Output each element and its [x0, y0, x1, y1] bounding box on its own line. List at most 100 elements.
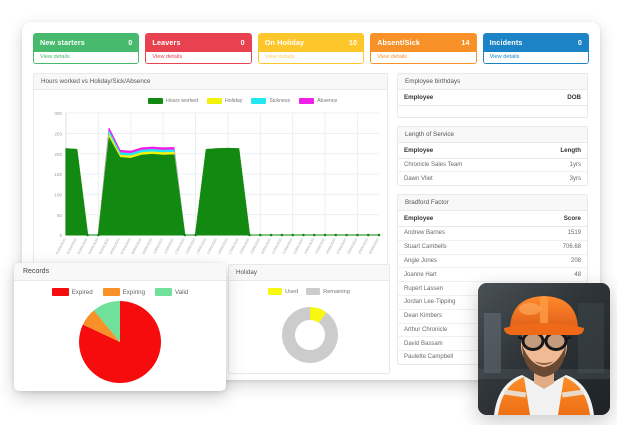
cell-employee: Andrew Barnes	[398, 226, 526, 241]
panel-title: Employee birthdays	[398, 74, 587, 90]
cell-employee: Angie Jones	[398, 254, 526, 269]
legend-label: Sickness	[269, 98, 291, 104]
kpi-count: 0	[128, 38, 133, 47]
records-pie-chart	[79, 301, 161, 383]
kpi-header: Leavers 0	[146, 34, 251, 52]
cell-score: 706.68	[525, 240, 587, 255]
kpi-header: New starters 0	[34, 34, 139, 52]
legend-item-expired[interactable]: Expired	[51, 288, 93, 296]
table-row[interactable]: Andrew Barnes 1519	[398, 226, 587, 241]
legend-item-used[interactable]: Used	[268, 288, 298, 295]
svg-text:100: 100	[54, 193, 62, 198]
left-column: Hours worked vs Holiday/Sick/Absence Hou…	[33, 73, 388, 365]
kpi-card-row: New starters 0 View details Leavers 0 Vi…	[33, 33, 590, 64]
column-header-length: Length	[527, 142, 587, 159]
kpi-card-on-holiday[interactable]: On Holiday 10 View details	[257, 33, 365, 64]
kpi-header: Incidents 0	[483, 34, 589, 52]
kpi-card-incidents[interactable]: Incidents 0 View details	[482, 33, 590, 64]
cell-employee: Chronicle Sales Team	[398, 158, 528, 173]
kpi-view-details-link[interactable]: View details	[258, 52, 364, 63]
kpi-count: 14	[461, 38, 470, 47]
svg-text:05/09/2020: 05/09/2020	[98, 238, 110, 255]
legend-item-holiday[interactable]: Holiday	[207, 98, 242, 104]
pie-slice-expiring[interactable]	[82, 310, 120, 342]
legend-item-absence[interactable]: Absence	[299, 98, 337, 104]
kpi-view-details-link[interactable]: View details	[483, 52, 589, 63]
panel-content: Hours worked Holiday Sickness	[34, 90, 387, 277]
table-row[interactable]: Chronicle Sales Team 1yrs	[398, 158, 587, 173]
legend-label: Remaining	[323, 288, 350, 295]
table-row[interactable]: Paulette Campbell	[398, 351, 587, 364]
table-row[interactable]: Angie Jones 208	[398, 254, 587, 269]
column-header-employee: Employee	[398, 211, 526, 228]
cell-score: 48	[525, 267, 587, 283]
legend-label: Holiday	[225, 98, 243, 104]
panel-hours-worked-chart: Hours worked vs Holiday/Sick/Absence Hou…	[33, 73, 388, 278]
kpi-count: 0	[577, 38, 583, 47]
kpi-count: 10	[348, 38, 358, 47]
svg-text:150: 150	[54, 172, 62, 177]
birthdays-table: Employee DOB	[398, 90, 587, 117]
panel-length-of-service: Length of Service Employee Length Chroni…	[397, 125, 588, 187]
svg-text:26/09/2020: 26/09/2020	[325, 238, 337, 255]
svg-text:27/09/2020: 27/09/2020	[336, 238, 348, 255]
svg-text:13/09/2020: 13/09/2020	[185, 238, 197, 255]
legend-item-expiring[interactable]: Expiring	[102, 288, 145, 296]
svg-text:25/09/2020: 25/09/2020	[314, 238, 326, 255]
donut-slice-used[interactable]	[310, 307, 327, 323]
kpi-card-leavers[interactable]: Leavers 0 View details	[145, 33, 252, 64]
cell-score: 1519	[525, 226, 587, 241]
legend-swatch-hours-worked	[148, 98, 163, 104]
kpi-view-details-link[interactable]: View details	[146, 52, 251, 63]
legend-item-hours-worked[interactable]: Hours worked	[148, 98, 198, 104]
svg-text:03/09/2020: 03/09/2020	[77, 238, 89, 255]
table-row[interactable]: Stuart Cambells 706.68	[398, 240, 587, 255]
svg-text:24/09/2020: 24/09/2020	[303, 238, 315, 255]
table-row[interactable]: Dawn Vliet 3yrs	[398, 172, 587, 185]
kpi-label: Absent/Sick	[377, 38, 421, 47]
kpi-card-absent-sick[interactable]: Absent/Sick 14 View details	[370, 33, 477, 64]
holiday-chart-legend: Used Remaining	[229, 288, 389, 295]
legend-label: Expired	[71, 288, 93, 296]
svg-text:23/09/2020: 23/09/2020	[293, 238, 305, 255]
panel-employee-birthdays: Employee birthdays Employee DOB	[397, 73, 588, 118]
svg-text:20/09/2020: 20/09/2020	[260, 238, 272, 255]
legend-item-sickness[interactable]: Sickness	[251, 98, 290, 104]
hours-worked-plot: 0 50 100 150 200 250 300 01/09/2020 02/09/2020 03…	[54, 111, 381, 255]
svg-text:22/09/2020: 22/09/2020	[282, 238, 294, 255]
kpi-card-new-starters[interactable]: New starters 0 View details	[33, 33, 140, 64]
legend-item-remaining[interactable]: Remaining	[306, 288, 350, 295]
panel-title: Holiday	[229, 265, 389, 281]
column-header-employee: Employee	[398, 90, 515, 106]
svg-text:21/09/2020: 21/09/2020	[271, 238, 283, 255]
length-of-service-table-body: Chronicle Sales Team 1yrs Dawn Vliet 3yrs	[398, 158, 587, 185]
legend-swatch-expiring	[102, 288, 120, 296]
svg-text:10/09/2020: 10/09/2020	[152, 238, 164, 255]
svg-text:18/09/2020: 18/09/2020	[239, 238, 251, 255]
table-row[interactable]: Joanne Hart 48	[398, 267, 587, 283]
pie-slice-valid[interactable]	[93, 301, 120, 342]
legend-item-valid[interactable]: Valid	[155, 288, 188, 296]
svg-text:28/09/2020: 28/09/2020	[347, 238, 359, 255]
kpi-label: On Holiday	[264, 38, 305, 47]
svg-text:200: 200	[54, 152, 62, 157]
svg-text:01/09/2020: 01/09/2020	[55, 238, 67, 255]
kpi-view-details-link[interactable]: View details	[371, 52, 476, 63]
legend-swatch-holiday	[207, 98, 223, 104]
svg-text:0: 0	[59, 233, 62, 238]
svg-text:06/09/2020: 06/09/2020	[109, 238, 121, 255]
svg-text:19/09/2020: 19/09/2020	[249, 238, 261, 255]
birthdays-table-body	[398, 106, 587, 117]
table-header-row: Employee Score	[398, 211, 587, 228]
column-header-dob: DOB	[514, 90, 587, 106]
svg-text:04/09/2020: 04/09/2020	[88, 238, 100, 255]
svg-text:30/09/2020: 30/09/2020	[368, 238, 380, 255]
kpi-count: 0	[240, 38, 245, 47]
svg-text:50: 50	[57, 213, 63, 218]
donut-slice-remaining[interactable]	[282, 307, 338, 363]
kpi-view-details-link[interactable]: View details	[34, 52, 139, 63]
chart-legend: Hours worked Holiday Sickness	[148, 98, 337, 104]
cell-employee: Paulette Campbell	[404, 354, 454, 361]
svg-text:12/09/2020: 12/09/2020	[174, 238, 186, 255]
